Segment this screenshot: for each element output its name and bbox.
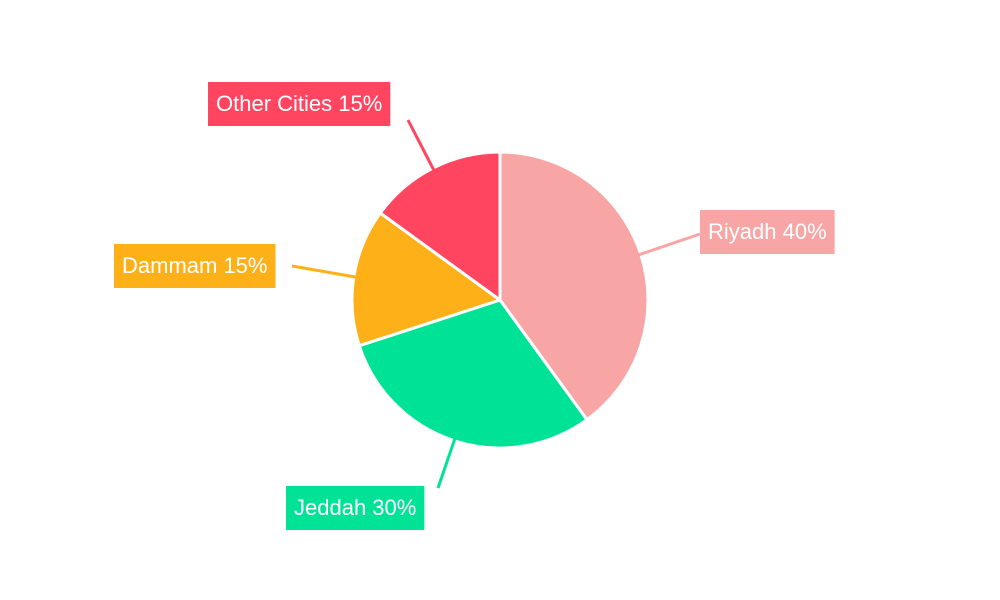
- slice-label-text: Riyadh 40%: [708, 219, 827, 244]
- slice-label-riyadh: Riyadh 40%: [700, 210, 835, 254]
- slice-label-text: Dammam 15%: [122, 253, 267, 278]
- slice-label-box: [286, 486, 425, 530]
- slice-label-text: Other Cities 15%: [216, 91, 382, 116]
- slice-label-dammam: Dammam 15%: [114, 244, 276, 288]
- slice-label-text: Jeddah 30%: [294, 495, 416, 520]
- leader-line-jeddah: [436, 434, 458, 489]
- slice-label-other-cities: Other Cities 15%: [208, 82, 391, 126]
- leader-line-other-cities: [406, 119, 437, 175]
- leader-line-dammam: [291, 264, 361, 280]
- slices-layer: [350, 150, 650, 450]
- slice-label-box: [208, 82, 391, 126]
- slice-label-jeddah: Jeddah 30%: [286, 486, 425, 530]
- leader-lines-layer: [291, 119, 701, 489]
- labels-layer: Riyadh 40% Jeddah 30% Dammam 15% Other Citi…: [114, 82, 835, 530]
- leader-line-riyadh: [634, 232, 701, 258]
- slice-label-box: [700, 210, 835, 254]
- slice-label-box: [114, 244, 276, 288]
